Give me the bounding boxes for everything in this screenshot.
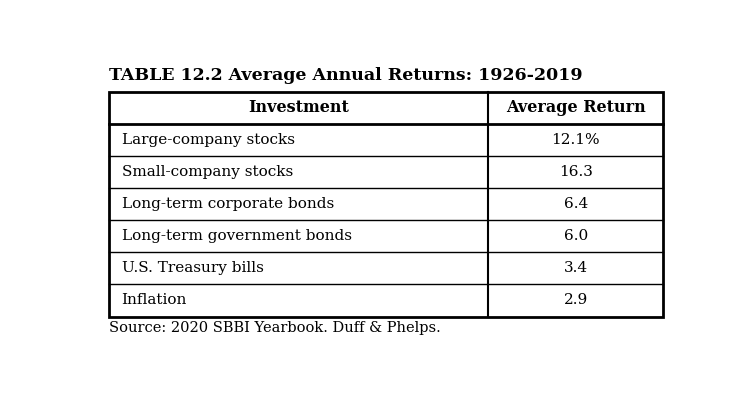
Text: TABLE 12.2 Average Annual Returns: 1926-2019: TABLE 12.2 Average Annual Returns: 1926-…	[108, 67, 582, 84]
Text: Large-company stocks: Large-company stocks	[121, 133, 294, 147]
Text: 16.3: 16.3	[559, 165, 593, 179]
Text: 6.4: 6.4	[564, 197, 588, 211]
Text: Investment: Investment	[248, 99, 349, 116]
Text: Average Return: Average Return	[506, 99, 645, 116]
Text: 12.1%: 12.1%	[551, 133, 600, 147]
Text: Source: 2020 SBBI Yearbook. Duff & Phelps.: Source: 2020 SBBI Yearbook. Duff & Phelp…	[108, 321, 441, 335]
Text: Long-term government bonds: Long-term government bonds	[121, 229, 352, 243]
Text: 3.4: 3.4	[564, 261, 588, 275]
Text: U.S. Treasury bills: U.S. Treasury bills	[121, 261, 264, 275]
Text: Long-term corporate bonds: Long-term corporate bonds	[121, 197, 334, 211]
Text: 6.0: 6.0	[564, 229, 588, 243]
Text: Small-company stocks: Small-company stocks	[121, 165, 293, 179]
Bar	[108, 92, 663, 316]
Text: Inflation: Inflation	[121, 293, 187, 307]
Text: 2.9: 2.9	[564, 293, 588, 307]
